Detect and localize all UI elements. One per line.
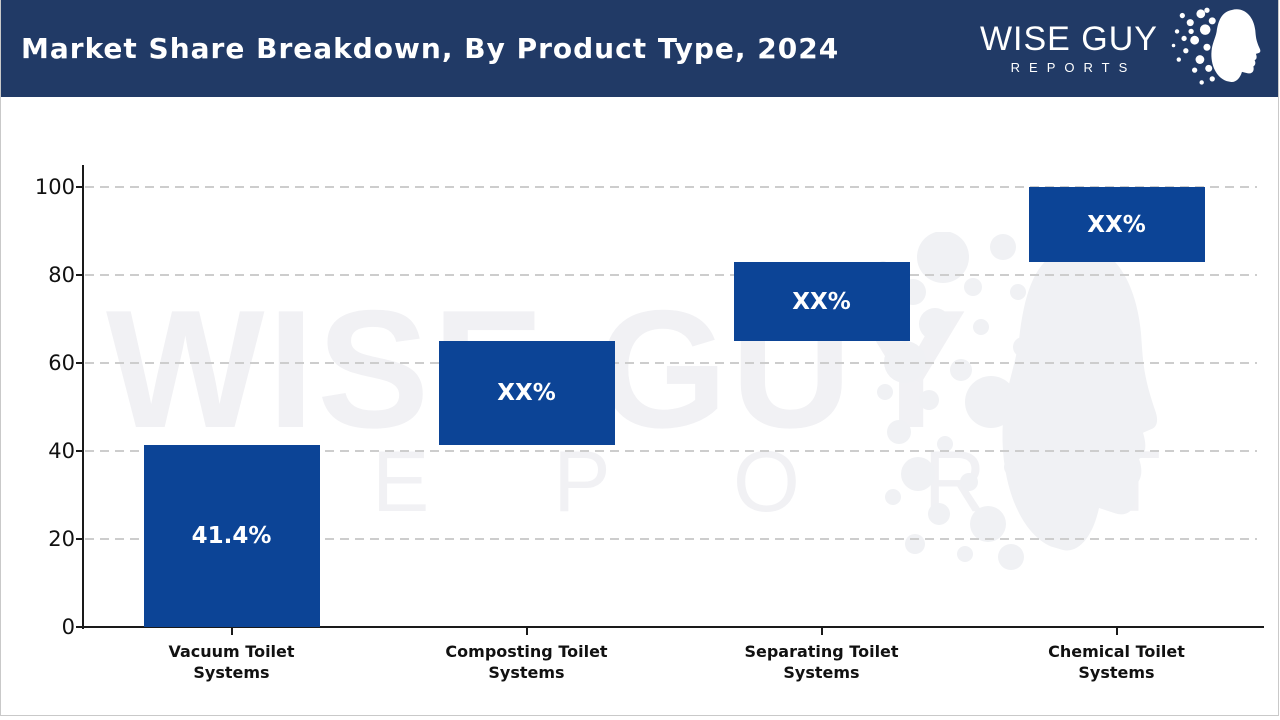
plot: 0 20 40 60 80 100 41.4% Vacuum Toilet Systems XX%… [1,97,1278,715]
y-axis-tick-label: 0 [61,615,75,639]
y-axis-tick-mark [76,450,84,452]
logo-text: WISE GUY REPORTS [980,22,1158,75]
y-axis-tick-mark [76,186,84,188]
y-axis-tick-label: 20 [48,527,75,551]
gridline-20 [85,538,1257,540]
gridline-80 [85,274,1257,276]
x-axis-tick-mark [525,628,528,635]
gridline-60 [85,362,1257,364]
category-label-line: Systems [1078,663,1155,682]
x-axis-tick-mark [820,628,823,635]
logo-head-icon [1171,7,1261,85]
y-axis-line [82,165,84,629]
bar-value-label: XX% [1087,211,1146,238]
bar-vacuum-toilet-systems: 41.4% [143,444,320,627]
header-bar: Market Share Breakdown, By Product Type,… [1,0,1278,97]
logo-subtitle: REPORTS [1010,60,1137,75]
chart-title: Market Share Breakdown, By Product Type,… [21,32,840,65]
category-label-line: Separating Toilet [744,642,899,661]
x-axis-category-label-vacuum-toilet-systems: Vacuum Toilet Systems [84,641,379,683]
y-axis-tick-mark [76,538,84,540]
y-axis-tick-mark [76,362,84,364]
x-axis-category-label-separating-toilet-systems: Separating Toilet Systems [674,641,969,683]
chart-area: WISE GUY R E P O R T S 0 20 40 60 80 100 41.4%… [1,97,1278,715]
y-axis-tick-mark [76,274,84,276]
bar-value-label: XX% [792,288,851,315]
gridline-100 [85,186,1257,188]
y-axis-tick-label: 100 [34,175,75,199]
bar-value-label: XX% [497,379,556,406]
logo-wordmark: WISE GUY [979,20,1158,58]
x-axis-category-label-chemical-toilet-systems: Chemical Toilet Systems [969,641,1264,683]
category-label-line: Systems [488,663,565,682]
x-axis-tick-mark [230,628,233,635]
gridline-40 [85,450,1257,452]
category-label-line: Systems [193,663,270,682]
y-axis-tick-label: 60 [48,351,75,375]
x-axis-tick-mark [1115,628,1118,635]
bar-composting-toilet-systems: XX% [438,341,615,445]
bar-chemical-toilet-systems: XX% [1028,187,1205,263]
y-axis-tick-label: 40 [48,439,75,463]
wise-guy-reports-logo: WISE GUY REPORTS [980,5,1278,93]
category-label-line: Chemical Toilet [1048,642,1185,661]
category-label-line: Vacuum Toilet [168,642,295,661]
watermark-head-graphic [877,232,1158,570]
category-label-line: Composting Toilet [445,642,608,661]
bar-separating-toilet-systems: XX% [733,262,910,341]
bar-value-label: 41.4% [191,522,272,549]
y-axis-tick-mark [76,626,84,628]
x-axis-line [82,626,1264,628]
y-axis-tick-label: 80 [48,263,75,287]
x-axis-category-label-composting-toilet-systems: Composting Toilet Systems [379,641,674,683]
category-label-line: Systems [783,663,860,682]
